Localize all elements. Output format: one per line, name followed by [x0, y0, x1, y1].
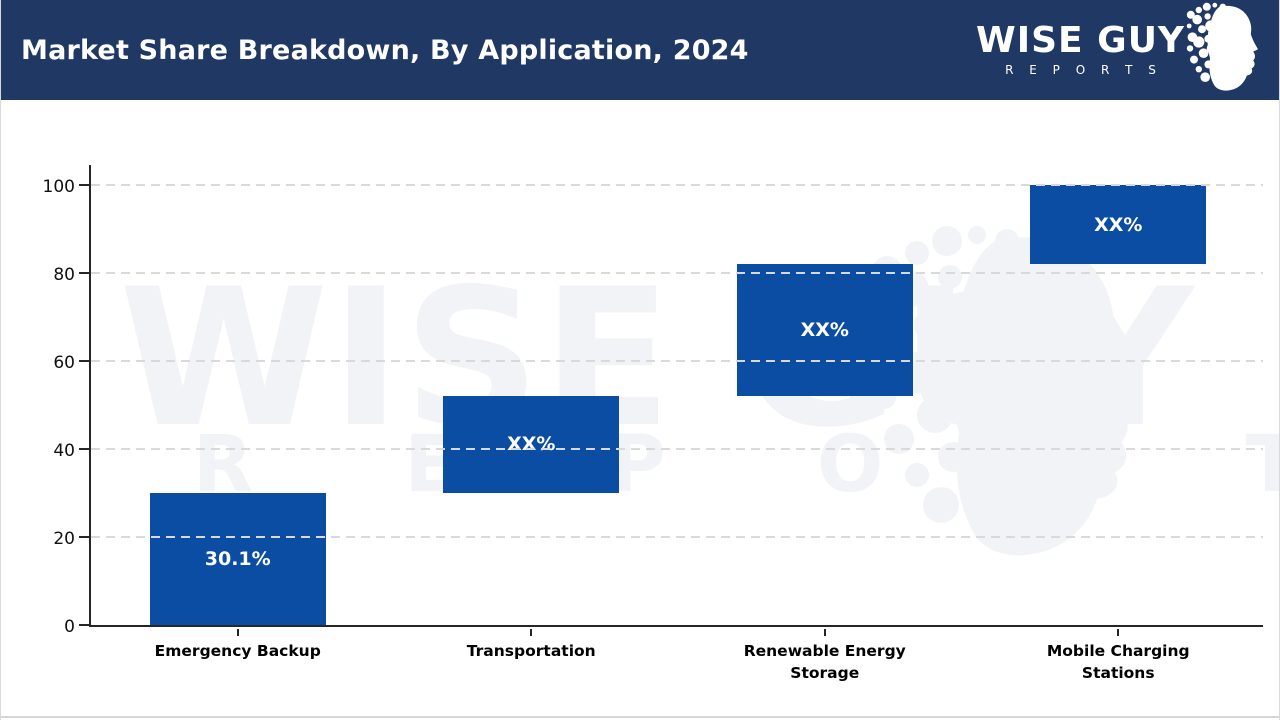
gridline	[91, 536, 1263, 538]
y-tick-label: 20	[53, 529, 75, 549]
logo-text: WISE GUY R E P O R T S	[975, 20, 1185, 78]
header-bar: Market Share Breakdown, By Application, …	[1, 0, 1279, 100]
bar-segment: XX%	[736, 264, 913, 396]
category-label: Mobile Charging Stations	[1046, 642, 1190, 682]
gridline	[91, 360, 1263, 362]
y-tick-label: 100	[42, 177, 75, 197]
logo-name-line: WISE GUY	[975, 20, 1185, 61]
y-axis-tick-labels: 0 20 40 60 80 100	[1, 165, 75, 637]
bar-value-label: 30.1%	[204, 547, 271, 570]
x-axis-tickmark	[530, 629, 533, 636]
bar-segment: XX%	[1030, 185, 1207, 265]
x-axis-tickmark	[823, 629, 826, 636]
plot-area: 30.1% XX% XX% XX%	[79, 165, 1263, 627]
y-tick-label: 60	[53, 353, 75, 373]
logo-reports-line: R E P O R T S	[1005, 63, 1162, 77]
bar-value-label: XX%	[507, 433, 556, 456]
y-tick-label: 80	[53, 265, 75, 285]
y-axis-tickmark	[79, 360, 89, 362]
y-tick-label: 0	[64, 617, 75, 637]
wise-guy-reports-logo: WISE GUY R E P O R T S	[975, 0, 1279, 100]
y-axis-tickmark	[79, 272, 89, 274]
y-axis-tickmark	[79, 536, 89, 538]
bar-segment: 30.1%	[149, 492, 326, 625]
bar-segment: XX%	[443, 395, 620, 493]
gridline	[91, 448, 1263, 450]
bar-value-label: XX%	[1094, 213, 1143, 236]
bottom-border-line	[1, 716, 1279, 718]
y-axis-tickmark	[79, 184, 89, 186]
category-label: Emergency Backup	[154, 642, 321, 660]
y-tick-label: 40	[53, 441, 75, 461]
logo-head-profile-icon	[1186, 2, 1258, 91]
page-title: Market Share Breakdown, By Application, …	[21, 34, 749, 66]
y-axis-tickmark	[79, 448, 89, 450]
y-axis-tickmark	[79, 624, 89, 626]
bar-value-label: XX%	[800, 318, 849, 341]
x-axis-tickmark	[236, 629, 239, 636]
gridline	[91, 272, 1263, 274]
category-label: Renewable Energy Storage	[743, 642, 906, 682]
gridline	[91, 184, 1263, 186]
x-axis-tickmark	[1117, 629, 1120, 636]
x-axis-category-labels: Emergency Backup Transportation Renewable …	[91, 629, 1265, 699]
category-label: Transportation	[466, 642, 596, 660]
